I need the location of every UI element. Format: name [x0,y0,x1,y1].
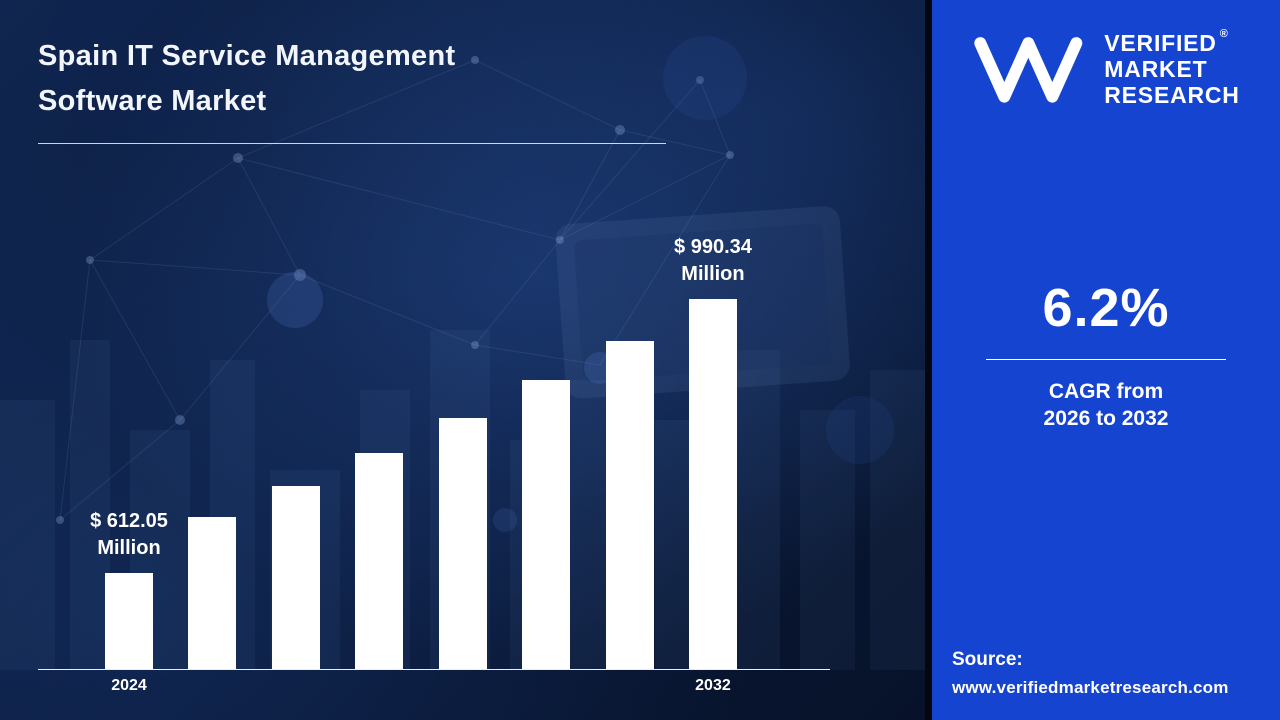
x-axis-label: 2032 [695,677,731,694]
bar-rect [105,573,153,669]
bar-rect [522,380,571,669]
brand-line3: RESEARCH [1104,82,1240,109]
page-title-line2: Software Market [38,84,267,117]
bar-rect [271,486,320,669]
bar-value-label: $ 990.34 Million [674,236,752,285]
cagr-caption: CAGR from 2026 to 2032 [932,378,1280,433]
cagr-caption-line1: CAGR from [1048,379,1164,403]
brand-name: VERIFIED ® MARKET RESEARCH [1104,28,1240,109]
brand-line1: VERIFIED ® [1104,28,1229,56]
source-url: www.verifiedmarketresearch.com [952,678,1229,697]
bar-2024: $ 612.05 Million 2024 [90,510,168,694]
bar-rect [605,341,654,669]
cagr-value: 6.2% [1042,277,1170,338]
bar-rect [688,299,737,669]
source-label: Source: [952,649,1023,670]
brand-line2: MARKET [1104,56,1208,83]
page-title: Spain IT Service Management Software Mar… [38,34,455,124]
x-axis-line [38,669,830,670]
bar-chart: $ 612.05 Million 2024 $ 990.34 Million 2032 [38,236,830,694]
bar-series: $ 612.05 Million 2024 $ 990.34 Million 2032 [90,236,752,694]
brand-logo: VERIFIED ® MARKET RESEARCH [932,0,1280,109]
x-axis-label: 2024 [111,677,147,694]
bar-2030 [522,380,571,669]
cagr-underline [986,358,1226,360]
bar-rect [438,418,487,669]
cagr-caption-line2: 2026 to 2032 [1043,406,1169,430]
bar-2027 [271,486,320,669]
source-block: Source: www.verifiedmarketresearch.com [952,649,1270,698]
page-title-line1: Spain IT Service Management [38,40,456,72]
registered-mark: ® [1219,28,1229,40]
vm-monogram-icon [974,37,1083,104]
bar-value-label: $ 612.05 Million [90,510,168,559]
bar-rect [355,453,404,669]
info-panel: VERIFIED ® MARKET RESEARCH 6.2% CAGR from… [925,0,1280,720]
chart-section: Spain IT Service Management Software Mar… [0,0,925,720]
cagr-block: 6.2% CAGR from 2026 to 2032 [932,277,1280,433]
bar-2026 [188,517,237,669]
bar-2029 [438,418,487,669]
bar-2032: $ 990.34 Million 2032 [674,236,752,694]
bar-2031 [605,341,654,669]
bar-rect [188,517,237,669]
bar-2028 [355,453,404,669]
title-underline [38,143,666,144]
